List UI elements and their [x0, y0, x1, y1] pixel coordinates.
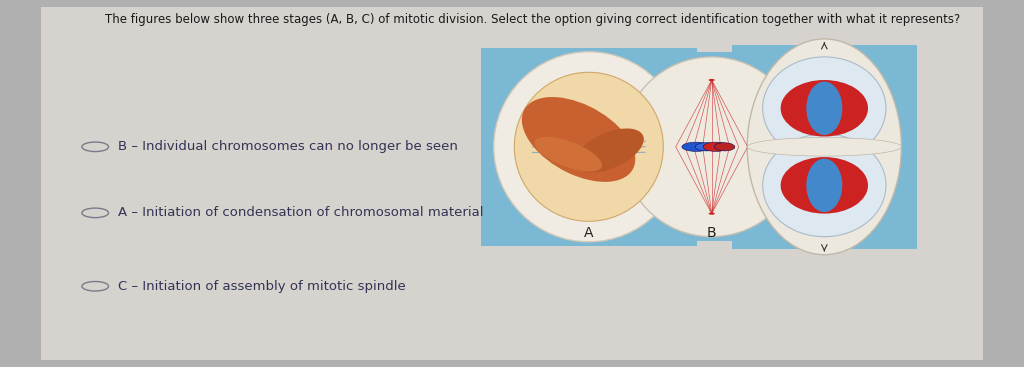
FancyBboxPatch shape — [41, 7, 983, 360]
Text: The figures below show three stages (A, B, C) of mitotic division. Select the op: The figures below show three stages (A, … — [104, 13, 961, 26]
Circle shape — [709, 79, 715, 81]
FancyBboxPatch shape — [481, 48, 696, 246]
FancyBboxPatch shape — [732, 45, 916, 248]
Ellipse shape — [748, 39, 901, 255]
Ellipse shape — [702, 142, 729, 152]
Ellipse shape — [574, 128, 644, 172]
Text: B – Individual chromosomes can no longer be seen: B – Individual chromosomes can no longer… — [118, 140, 458, 153]
Ellipse shape — [763, 57, 886, 160]
Ellipse shape — [535, 137, 602, 171]
Text: A – Initiation of condensation of chromosomal material: A – Initiation of condensation of chromo… — [118, 206, 483, 219]
Text: B: B — [707, 226, 717, 240]
Ellipse shape — [806, 159, 843, 212]
Ellipse shape — [695, 143, 718, 151]
Ellipse shape — [682, 142, 711, 152]
Text: C – Initiation of assembly of mitotic spindle: C – Initiation of assembly of mitotic sp… — [118, 280, 406, 293]
Ellipse shape — [514, 72, 664, 221]
FancyBboxPatch shape — [609, 52, 814, 241]
Ellipse shape — [780, 80, 868, 137]
Ellipse shape — [763, 134, 886, 237]
Circle shape — [709, 212, 715, 215]
Ellipse shape — [714, 143, 735, 151]
Ellipse shape — [622, 57, 802, 237]
Ellipse shape — [494, 52, 684, 242]
Text: A: A — [584, 226, 594, 240]
Ellipse shape — [522, 97, 635, 182]
Text: C: C — [819, 226, 829, 240]
Ellipse shape — [780, 157, 868, 214]
Ellipse shape — [806, 81, 843, 135]
Ellipse shape — [748, 138, 901, 156]
